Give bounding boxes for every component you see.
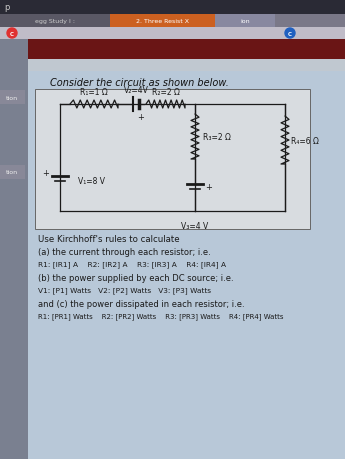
FancyBboxPatch shape	[215, 15, 275, 28]
Text: and (c) the power dissipated in each resistor; i.e.: and (c) the power dissipated in each res…	[38, 299, 245, 308]
FancyBboxPatch shape	[0, 91, 25, 105]
Text: C: C	[10, 31, 14, 36]
Text: V₃=4 V: V₃=4 V	[181, 222, 209, 230]
Circle shape	[285, 29, 295, 39]
Text: tion: tion	[6, 95, 18, 100]
FancyBboxPatch shape	[0, 28, 345, 40]
Text: R₂=2 Ω: R₂=2 Ω	[151, 88, 179, 97]
FancyBboxPatch shape	[0, 0, 345, 15]
FancyBboxPatch shape	[28, 60, 345, 72]
Text: 2. Three Resist X: 2. Three Resist X	[136, 19, 188, 24]
FancyBboxPatch shape	[110, 15, 215, 28]
Circle shape	[7, 29, 17, 39]
Text: R₃=2 Ω: R₃=2 Ω	[203, 133, 231, 142]
Text: tion: tion	[6, 170, 18, 175]
Text: Consider the circuit as shown below.: Consider the circuit as shown below.	[50, 78, 229, 88]
Text: ion: ion	[240, 19, 250, 24]
Text: +: +	[205, 183, 212, 192]
Text: R₁=1 Ω: R₁=1 Ω	[80, 88, 108, 97]
Text: R1: [PR1] Watts    R2: [PR2] Watts    R3: [PR3] Watts    R4: [PR4] Watts: R1: [PR1] Watts R2: [PR2] Watts R3: [PR3…	[38, 312, 284, 319]
FancyBboxPatch shape	[0, 15, 110, 28]
Text: +: +	[42, 169, 49, 178]
Text: R1: [IR1] A    R2: [IR2] A    R3: [IR3] A    R4: [IR4] A: R1: [IR1] A R2: [IR2] A R3: [IR3] A R4: …	[38, 260, 226, 267]
FancyBboxPatch shape	[28, 40, 345, 60]
Text: Use Kirchhoff's rules to calculate: Use Kirchhoff's rules to calculate	[38, 235, 180, 243]
Text: C: C	[288, 31, 292, 36]
Text: V₂=4V: V₂=4V	[124, 86, 148, 95]
FancyBboxPatch shape	[0, 166, 25, 179]
FancyBboxPatch shape	[28, 40, 345, 459]
Text: +: +	[138, 113, 145, 122]
Text: egg Study I :: egg Study I :	[35, 19, 75, 24]
FancyBboxPatch shape	[35, 90, 310, 230]
Text: p: p	[4, 2, 9, 11]
Text: (a) the current through each resistor; i.e.: (a) the current through each resistor; i…	[38, 247, 211, 257]
Text: R₄=6 Ω: R₄=6 Ω	[291, 136, 319, 145]
Text: V1: [P1] Watts   V2: [P2] Watts   V3: [P3] Watts: V1: [P1] Watts V2: [P2] Watts V3: [P3] W…	[38, 286, 211, 293]
FancyBboxPatch shape	[0, 40, 28, 459]
Text: V₁=8 V: V₁=8 V	[78, 177, 105, 186]
FancyBboxPatch shape	[0, 15, 345, 28]
Text: (b) the power supplied by each DC source; i.e.: (b) the power supplied by each DC source…	[38, 274, 234, 282]
